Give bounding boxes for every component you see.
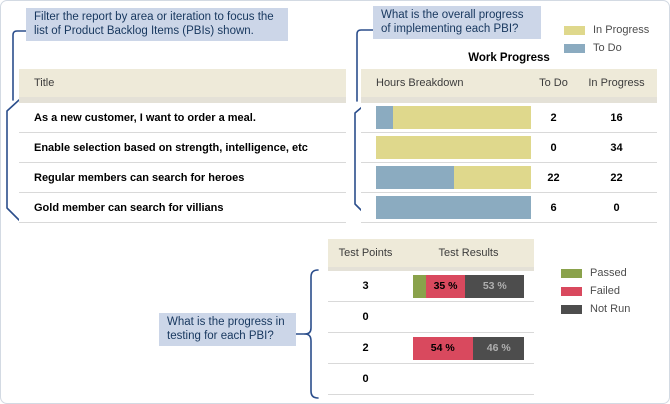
passed-bar-segment bbox=[412, 274, 426, 298]
header-divider bbox=[328, 267, 534, 271]
table-row: 2 16 bbox=[361, 103, 657, 133]
inprogress-bar-segment bbox=[453, 166, 531, 189]
work-table-header: Hours Breakdown To Do In Progress bbox=[361, 69, 657, 97]
pbi-title: As a new customer, I want to order a mea… bbox=[34, 111, 256, 124]
legend-label: To Do bbox=[593, 42, 622, 54]
in-progress-swatch-icon bbox=[564, 26, 585, 35]
filter-callout-bracket bbox=[6, 99, 20, 221]
todo-bar-segment bbox=[376, 196, 531, 219]
pbi-title: Enable selection based on strength, inte… bbox=[34, 141, 308, 154]
to-do-value: 22 bbox=[547, 171, 560, 184]
inprogress-bar-segment bbox=[376, 136, 531, 159]
hours-breakdown-bar bbox=[376, 136, 531, 159]
test-points-value: 0 bbox=[362, 311, 369, 323]
pbi-title: Gold member can search for villians bbox=[34, 201, 224, 214]
legend-label: Failed bbox=[590, 285, 620, 297]
hours-breakdown-column-header: Hours Breakdown bbox=[376, 77, 464, 89]
test-points-value: 3 bbox=[362, 280, 369, 292]
inprogress-bar-segment bbox=[393, 106, 531, 129]
in-progress-column-header: In Progress bbox=[588, 77, 645, 89]
table-row: 0 bbox=[328, 364, 534, 395]
legend-item-passed: Passed bbox=[561, 267, 630, 280]
header-divider bbox=[361, 97, 657, 103]
to-do-column-header: To Do bbox=[539, 77, 568, 89]
failed-swatch-icon bbox=[561, 287, 582, 296]
legend-label: In Progress bbox=[593, 24, 650, 36]
title-column-header: Title bbox=[34, 77, 55, 89]
table-row: Regular members can search for heroes bbox=[19, 163, 346, 193]
todo-bar-segment bbox=[376, 106, 394, 129]
table-row: 3 35 % 53 % bbox=[328, 271, 534, 302]
test-results-bar: 35 % 53 % bbox=[412, 274, 525, 298]
title-table-header: Title bbox=[19, 69, 346, 97]
in-progress-value: 0 bbox=[613, 201, 620, 214]
to-do-value: 2 bbox=[550, 111, 557, 124]
legend-item-in-progress: In Progress bbox=[564, 24, 649, 37]
legend-item-not-run: Not Run bbox=[561, 303, 630, 316]
table-row: 22 22 bbox=[361, 163, 657, 193]
work-progress-legend: In Progress To Do bbox=[564, 24, 649, 55]
work-progress-section-title: Work Progress bbox=[468, 52, 550, 64]
test-results-table: Test Points Test Results 3 35 % 53 % 0 2 … bbox=[328, 239, 534, 395]
test-results-legend: Passed Failed Not Run bbox=[561, 267, 630, 316]
failed-bar-segment: 54 % bbox=[412, 336, 473, 360]
pbi-title: Regular members can search for heroes bbox=[34, 171, 245, 184]
table-row: 6 0 bbox=[361, 193, 657, 223]
to-do-value: 6 bbox=[550, 201, 557, 214]
header-divider bbox=[19, 97, 346, 103]
test-results-bar: 54 % 46 % bbox=[412, 336, 525, 360]
test-results-bar bbox=[413, 368, 525, 391]
legend-item-failed: Failed bbox=[561, 285, 630, 298]
table-row: 2 54 % 46 % bbox=[328, 333, 534, 364]
failed-bar-segment: 35 % bbox=[425, 274, 466, 298]
table-row: 0 bbox=[328, 302, 534, 333]
to-do-value: 0 bbox=[550, 141, 557, 154]
hours-breakdown-bar bbox=[376, 196, 531, 219]
table-row: As a new customer, I want to order a mea… bbox=[19, 103, 346, 133]
table-row: Gold member can search for villians bbox=[19, 193, 346, 223]
hours-breakdown-bar bbox=[376, 106, 531, 129]
work-progress-table: Hours Breakdown To Do In Progress 2 16 0… bbox=[361, 69, 657, 223]
legend-item-to-do: To Do bbox=[564, 42, 649, 55]
passed-swatch-icon bbox=[561, 269, 582, 278]
test-table-header: Test Points Test Results bbox=[328, 239, 534, 267]
table-row: 0 34 bbox=[361, 133, 657, 163]
to-do-swatch-icon bbox=[564, 44, 585, 53]
testing-progress-callout: What is the progress in testing for each… bbox=[159, 313, 296, 346]
test-results-bar bbox=[413, 306, 525, 329]
test-points-column-header: Test Points bbox=[338, 247, 393, 259]
hours-breakdown-bar bbox=[376, 166, 531, 189]
in-progress-value: 34 bbox=[610, 141, 623, 154]
legend-label: Not Run bbox=[590, 303, 631, 315]
table-row: Enable selection based on strength, inte… bbox=[19, 133, 346, 163]
filter-callout: Filter the report by area or iteration t… bbox=[26, 8, 288, 41]
test-points-value: 2 bbox=[362, 342, 369, 354]
not-run-swatch-icon bbox=[561, 305, 582, 314]
legend-label: Passed bbox=[590, 267, 627, 279]
pbi-title-table: Title As a new customer, I want to order… bbox=[19, 69, 346, 223]
in-progress-value: 22 bbox=[610, 171, 623, 184]
not-run-bar-segment: 53 % bbox=[465, 274, 525, 298]
test-points-value: 0 bbox=[362, 373, 369, 385]
test-results-column-header: Test Results bbox=[438, 247, 499, 259]
overall-progress-callout: What is the overall progress of implemen… bbox=[373, 6, 541, 39]
not-run-bar-segment: 46 % bbox=[472, 336, 525, 360]
in-progress-value: 16 bbox=[610, 111, 623, 124]
testing-callout-brace bbox=[304, 269, 319, 399]
todo-bar-segment bbox=[376, 166, 454, 189]
